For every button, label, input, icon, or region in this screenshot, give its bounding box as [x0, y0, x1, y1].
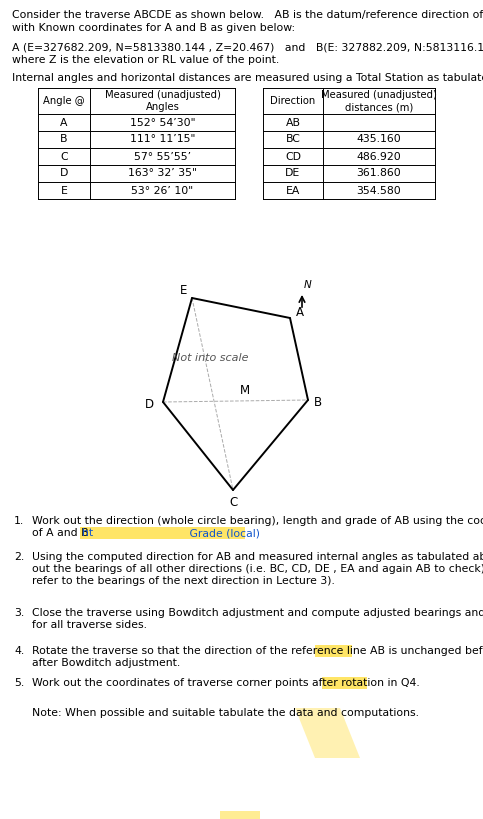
Text: ht: ht	[82, 528, 93, 538]
Bar	[80, 527, 245, 539]
Text: BC: BC	[285, 134, 300, 144]
Text: 354.580: 354.580	[356, 185, 401, 196]
Text: M: M	[240, 384, 250, 397]
Text: 1.: 1.	[14, 516, 24, 526]
Text: refer to the bearings of the next direction in Lecture 3).: refer to the bearings of the next direct…	[32, 576, 335, 586]
Text: EA: EA	[286, 185, 300, 196]
Text: Consider the traverse ABCDE as shown below.   AB is the datum/reference directio: Consider the traverse ABCDE as shown bel…	[12, 10, 483, 20]
Text: after Bowditch adjustment.: after Bowditch adjustment.	[32, 658, 180, 668]
Text: Rotate the traverse so that the direction of the reference line AB is unchanged : Rotate the traverse so that the directio…	[32, 646, 483, 656]
Text: C: C	[60, 152, 68, 161]
Text: Work out the coordinates of traverse corner points after rotation in Q4.: Work out the coordinates of traverse cor…	[32, 678, 420, 688]
Text: Close the traverse using Bowditch adjustment and compute adjusted bearings and d: Close the traverse using Bowditch adjust…	[32, 608, 483, 618]
Text: 53° 26’ 10": 53° 26’ 10"	[131, 185, 194, 196]
Text: CD: CD	[285, 152, 301, 161]
Text: 361.860: 361.860	[356, 169, 401, 179]
Text: DE: DE	[285, 169, 300, 179]
Text: Angle @: Angle @	[43, 96, 85, 106]
Text: 111° 11’15": 111° 11’15"	[130, 134, 195, 144]
Text: 2.: 2.	[14, 552, 24, 562]
Bar	[322, 677, 367, 689]
Text: C: C	[229, 495, 237, 509]
Text: 435.160: 435.160	[356, 134, 401, 144]
Text: 152° 54’30": 152° 54’30"	[130, 117, 195, 128]
Text: 4.: 4.	[14, 646, 24, 656]
Text: Direction: Direction	[270, 96, 315, 106]
Text: E: E	[180, 283, 188, 296]
Polygon shape	[295, 708, 360, 758]
Text: 163° 32’ 35": 163° 32’ 35"	[128, 169, 197, 179]
Text: 3.: 3.	[14, 608, 24, 618]
Text: A (E=327682.209, N=5813380.144 , Z=20.467)   and   B(E: 327882.209, N:5813116.19: A (E=327682.209, N=5813380.144 , Z=20.46…	[12, 42, 483, 52]
Text: out the bearings of all other directions (i.e. BC, CD, DE , EA and again AB to c: out the bearings of all other directions…	[32, 564, 483, 574]
Bar	[220, 811, 260, 819]
Text: Measured (unadjusted)
distances (m): Measured (unadjusted) distances (m)	[321, 90, 437, 112]
Text: where Z is the elevation or RL value of the point.: where Z is the elevation or RL value of …	[12, 55, 279, 65]
Text: AB: AB	[285, 117, 300, 128]
Text: for all traverse sides.: for all traverse sides.	[32, 620, 147, 630]
Text: N: N	[304, 280, 312, 290]
Text: A: A	[60, 117, 68, 128]
Text: of A and B: of A and B	[32, 528, 92, 538]
Text: with Known coordinates for A and B as given below:: with Known coordinates for A and B as gi…	[12, 23, 295, 33]
Text: Work out the direction (whole circle bearing), length and grade of AB using the : Work out the direction (whole circle bea…	[32, 516, 483, 526]
Text: A: A	[296, 306, 304, 319]
Text: Measured (unadjusted)
Angles: Measured (unadjusted) Angles	[104, 90, 220, 112]
Bar	[315, 645, 352, 657]
Text: D: D	[144, 397, 154, 410]
Text: Not into scale: Not into scale	[172, 353, 248, 363]
Text: Using the computed direction for AB and measured internal angles as tabulated ab: Using the computed direction for AB and …	[32, 552, 483, 562]
Text: 57° 55’55’: 57° 55’55’	[134, 152, 191, 161]
Text: E: E	[60, 185, 68, 196]
Text: 486.920: 486.920	[356, 152, 401, 161]
Text: Internal angles and horizontal distances are measured using a Total Station as t: Internal angles and horizontal distances…	[12, 73, 483, 83]
Text: B: B	[60, 134, 68, 144]
Text: Note: When possible and suitable tabulate the data and computations.: Note: When possible and suitable tabulat…	[32, 708, 419, 718]
Text: Grade (local): Grade (local)	[95, 528, 260, 538]
Text: 5.: 5.	[14, 678, 24, 688]
Text: D: D	[60, 169, 68, 179]
Text: B: B	[314, 396, 322, 410]
